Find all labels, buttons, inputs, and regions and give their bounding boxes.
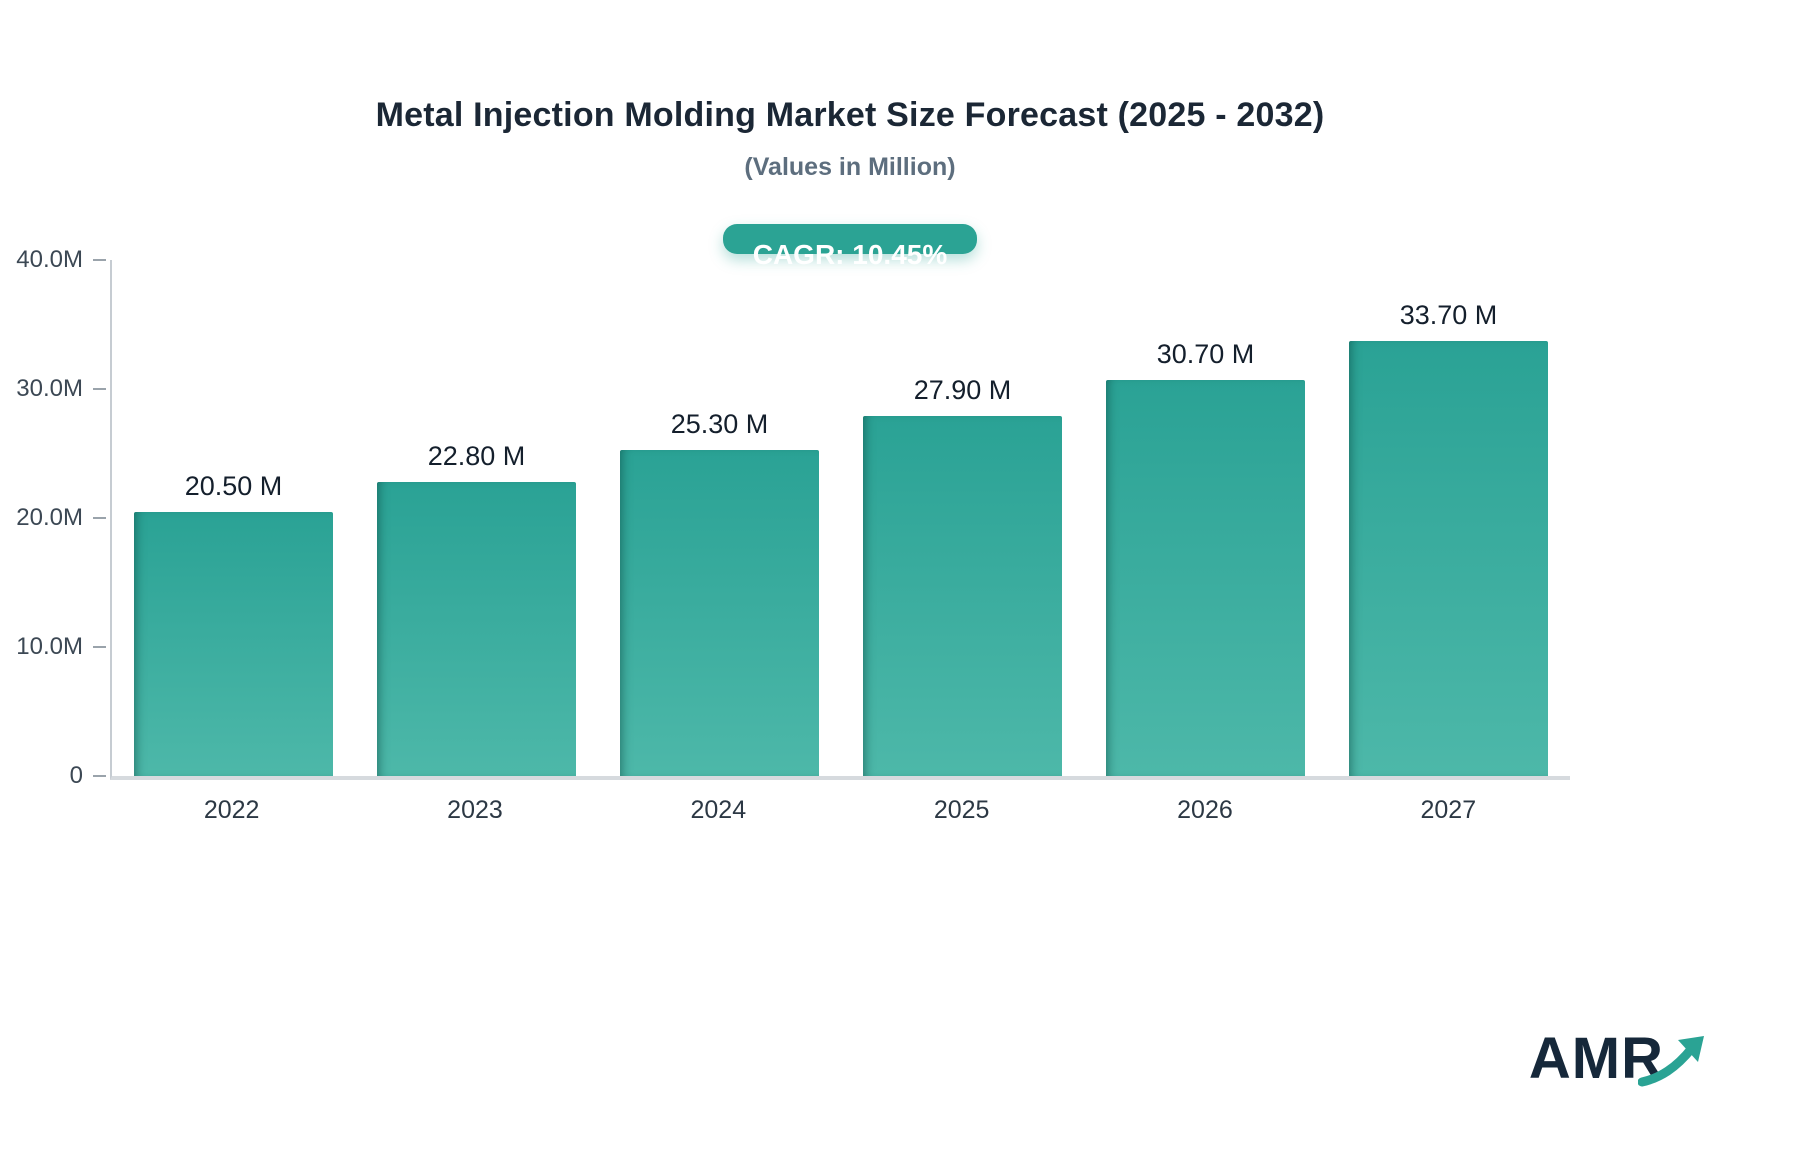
y-axis-tick-label: 30.0M <box>16 375 83 402</box>
bar-value-label: 30.70 M <box>1156 338 1255 369</box>
chart: Metal Injection Molding Market Size Fore… <box>16 0 1670 825</box>
bar <box>863 416 1075 781</box>
bar-group: 27.90 M <box>841 260 1083 781</box>
y-axis-tick: 10.0M <box>16 633 112 661</box>
bar-3d-side <box>575 490 589 781</box>
bar-3d-side <box>1061 425 1075 781</box>
bar-group: 33.70 M <box>1327 260 1569 781</box>
y-axis-tick-mark <box>93 388 106 390</box>
bar-value-label: 27.90 M <box>913 375 1012 406</box>
bar-3d-side <box>1304 388 1318 781</box>
y-axis-tick-mark <box>93 517 106 519</box>
bar <box>620 449 832 781</box>
bar-group: 30.70 M <box>1084 260 1326 781</box>
bar-value-label: 20.50 M <box>184 470 283 501</box>
x-axis-labels: 2022 2023 2024 2025 2026 2027 <box>110 796 1570 825</box>
bar-group: 20.50 M <box>112 260 354 781</box>
bar-3d-side <box>818 458 832 781</box>
x-axis-label: 2026 <box>1177 796 1233 824</box>
y-axis-tick: 40.0M <box>16 246 112 274</box>
y-axis-tick-label: 10.0M <box>16 633 83 660</box>
chart-subtitle: (Values in Million) <box>744 153 956 181</box>
bar-group: 22.80 M <box>355 260 597 781</box>
cagr-badge: CAGR: 10.45% <box>722 224 978 270</box>
bar <box>1106 379 1318 781</box>
y-axis-tick-mark <box>93 259 106 261</box>
y-axis-tick-label: 0 <box>69 762 83 789</box>
x-axis-label: 2022 <box>203 796 260 824</box>
y-axis-tick: 30.0M <box>16 375 112 403</box>
bar <box>134 511 346 781</box>
x-axis-label: 2024 <box>690 796 747 824</box>
y-axis-tick: 0 <box>70 762 112 790</box>
x-axis-label: 2027 <box>1420 796 1477 824</box>
bar-3d-side <box>332 520 346 781</box>
x-axis-label: 2023 <box>447 796 503 824</box>
bar-value-label: 33.70 M <box>1399 300 1498 331</box>
amr-logo-arrow-icon <box>1638 1035 1704 1086</box>
y-axis-tick-label: 20.0M <box>16 504 83 531</box>
bar-3d-side <box>1547 350 1561 781</box>
y-axis-tick-label: 40.0M <box>16 246 83 273</box>
plot-area: 40.0M 30.0M 20.0M 10.0M 0 20.50 M 22.80 M 25.30… <box>16 246 1570 789</box>
y-axis-tick-mark <box>93 646 106 648</box>
amr-logo: AMR <box>1529 1025 1708 1092</box>
bar-group: 25.30 M <box>598 260 840 781</box>
chart-title: Metal Injection Molding Market Size Fore… <box>375 96 1325 134</box>
bar <box>1349 341 1561 781</box>
plot-outer: 40.0M 30.0M 20.0M 10.0M 0 20.50 M 22.80 M 25.30… <box>16 246 1570 825</box>
bar-value-label: 22.80 M <box>427 440 526 471</box>
y-axis-tick: 20.0M <box>16 504 112 532</box>
bar <box>377 481 589 781</box>
y-axis-tick-mark <box>93 775 106 777</box>
bar-value-label: 25.30 M <box>670 408 769 439</box>
x-axis-label: 2025 <box>933 796 990 824</box>
